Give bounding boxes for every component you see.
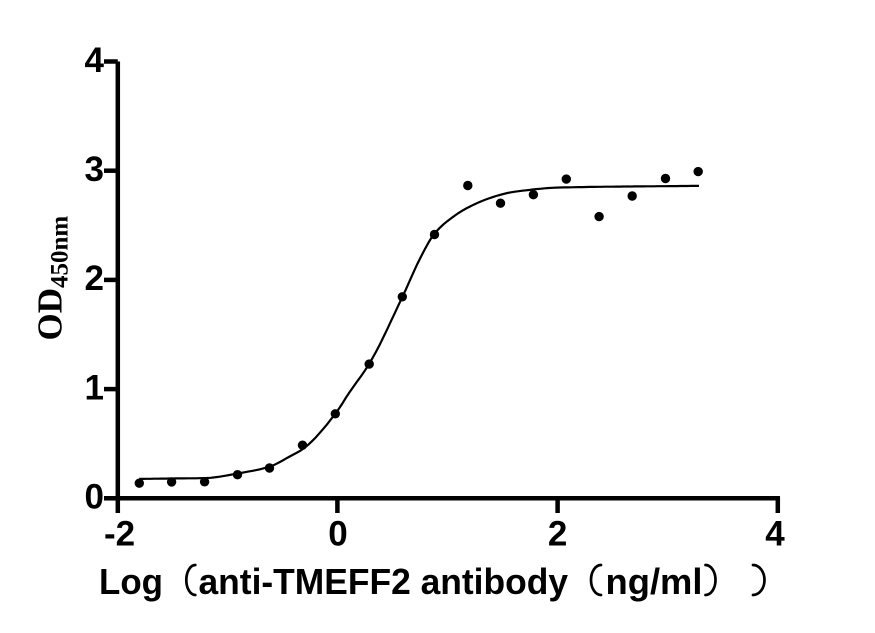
svg-text:3: 3: [85, 150, 104, 189]
svg-text:4: 4: [85, 41, 105, 80]
svg-text:0: 0: [328, 515, 347, 554]
svg-text:OD450nm: OD450nm: [31, 216, 74, 341]
svg-text:2: 2: [548, 515, 567, 554]
svg-text:anti-TMEFF2 antibody: anti-TMEFF2 antibody: [199, 561, 569, 602]
svg-text:0: 0: [85, 478, 104, 517]
svg-text:2: 2: [85, 259, 104, 298]
svg-text:-2: -2: [104, 515, 135, 554]
svg-text:1: 1: [85, 368, 104, 407]
svg-text:Log: Log: [99, 561, 163, 602]
svg-text:ng/ml: ng/ml: [606, 561, 703, 602]
svg-text:4: 4: [765, 515, 785, 554]
